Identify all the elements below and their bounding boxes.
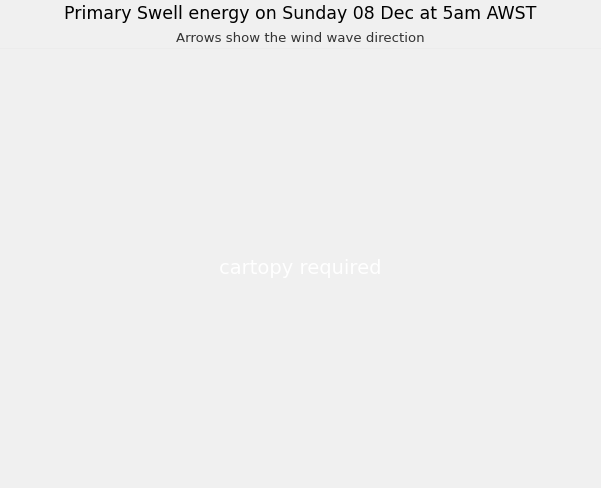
Text: cartopy required: cartopy required: [219, 259, 382, 278]
Text: Arrows show the wind wave direction: Arrows show the wind wave direction: [176, 32, 425, 44]
Text: Primary Swell energy on Sunday 08 Dec at 5am AWST: Primary Swell energy on Sunday 08 Dec at…: [64, 5, 537, 22]
